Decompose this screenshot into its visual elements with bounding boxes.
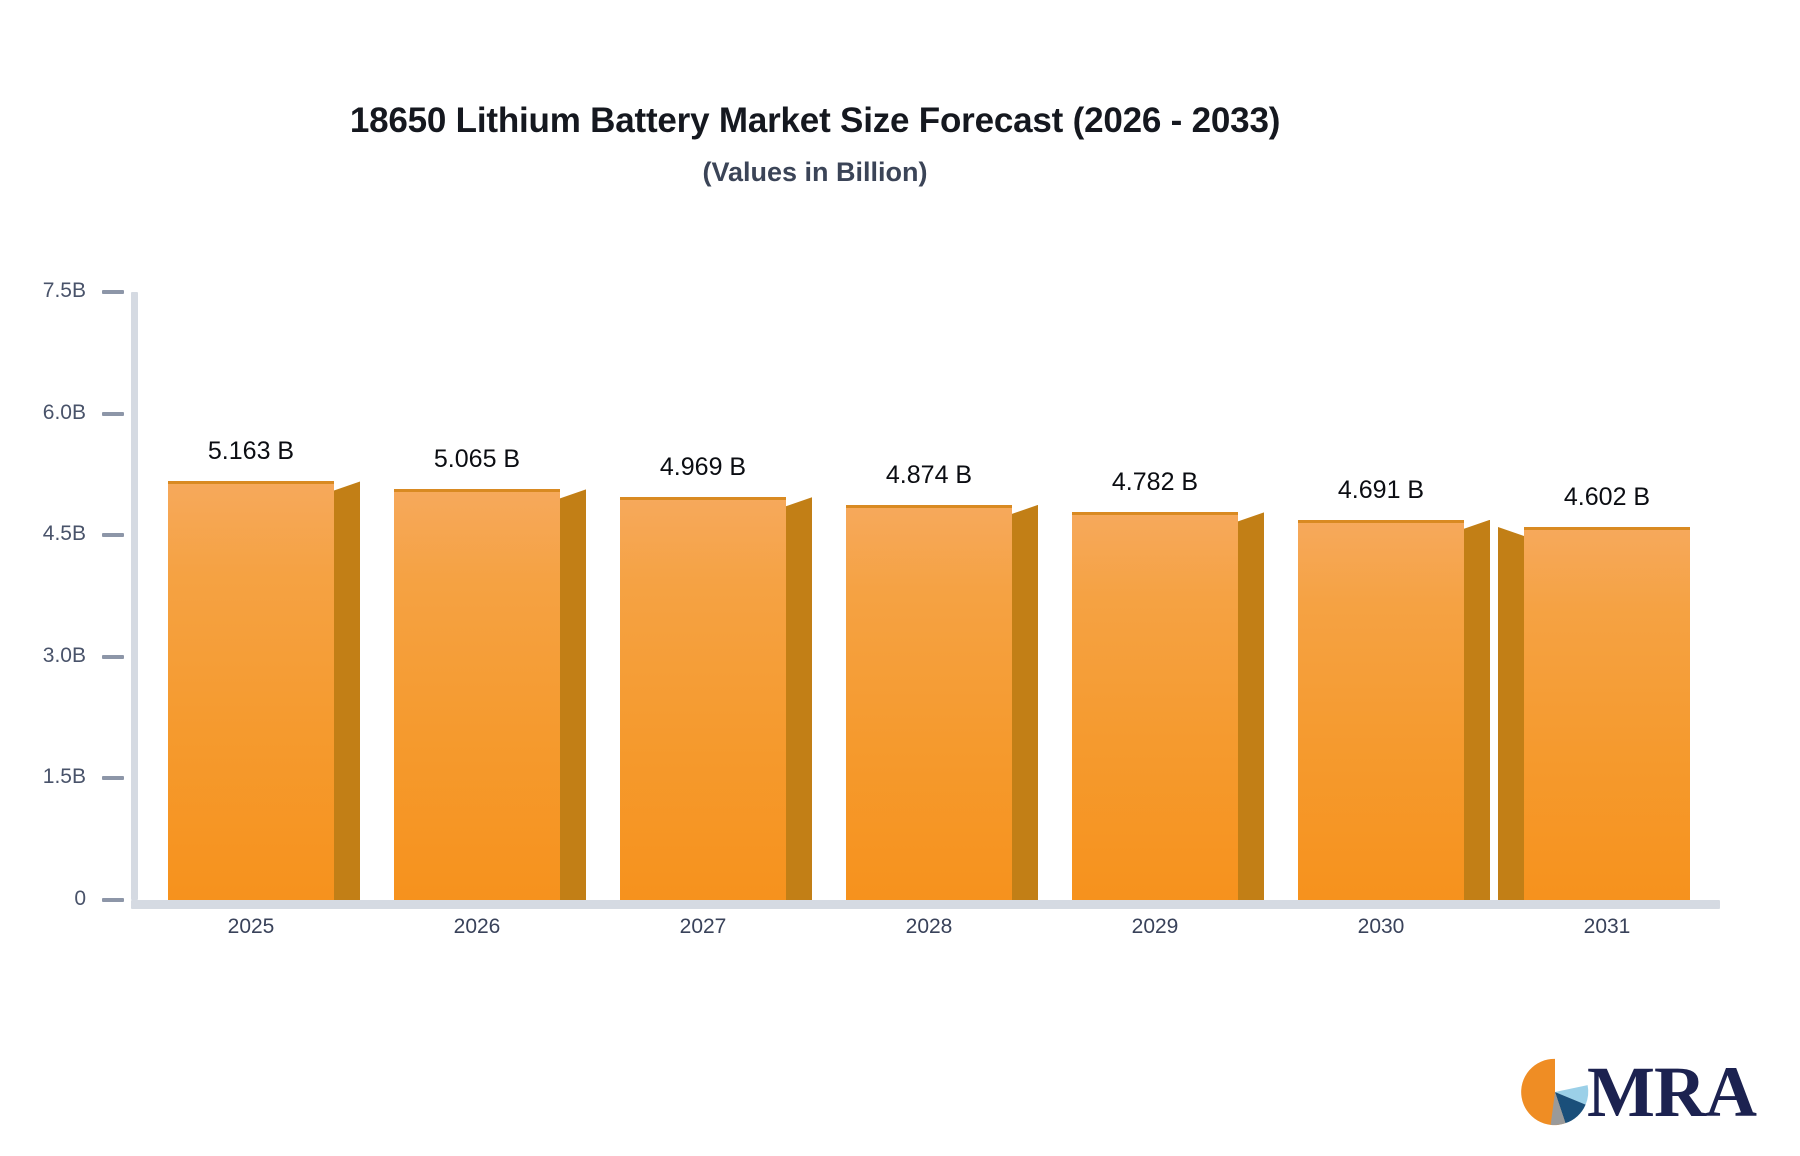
- bar-top-edge: [168, 481, 334, 485]
- y-axis-tick-mark: [102, 290, 124, 294]
- y-axis-tick-mark: [102, 411, 124, 416]
- bar-value-label: 4.691 B: [1337, 475, 1425, 504]
- bar-side-face: [1238, 512, 1264, 900]
- bar-column[interactable]: 5.163 B: [168, 270, 360, 900]
- y-axis-tick-label: 7.5B: [42, 279, 86, 302]
- y-axis-tick-label: 4.5B: [42, 522, 86, 546]
- bar-side-face: [334, 481, 360, 900]
- y-axis-tick-label: 6.0B: [42, 400, 86, 424]
- page-title: 18650 Lithium Battery Market Size Foreca…: [349, 101, 1281, 140]
- bar[interactable]: [846, 504, 1038, 900]
- bar-value-label: 4.602 B: [1563, 482, 1651, 511]
- bar-front-face: [394, 489, 560, 900]
- y-axis-tick-label: 3.0B: [42, 643, 86, 667]
- plot-area: 0 1.5B 3.0B 4.5B 6.0B 7.5B 5.163 B 5.065 B 4.96…: [0, 270, 1800, 910]
- bar-top-edge: [394, 489, 560, 493]
- x-axis-tick-label: 2030: [1357, 915, 1405, 938]
- bar[interactable]: [1498, 526, 1690, 900]
- bar-value-label: 4.969 B: [659, 453, 747, 482]
- bar-column[interactable]: 4.602 B: [1498, 270, 1690, 900]
- bar-top-edge: [1298, 519, 1464, 523]
- bar-front-face: [1298, 519, 1464, 900]
- bar-top-edge: [846, 504, 1012, 508]
- bar-value-label: 5.065 B: [433, 445, 521, 474]
- bar-front-face: [1072, 512, 1238, 900]
- bar-side-face: [560, 489, 586, 900]
- bar-column[interactable]: 5.065 B: [394, 270, 586, 900]
- logo-wordmark: MRA: [1587, 1052, 1757, 1132]
- bar-value-label: 5.163 B: [207, 437, 295, 466]
- bar-side-face: [786, 497, 812, 900]
- x-axis-tick-label: 2029: [1131, 915, 1179, 938]
- bar-top-edge: [620, 497, 786, 501]
- x-axis-tick-label: 2027: [679, 915, 727, 938]
- bar-side-face: [1498, 526, 1524, 900]
- bar-front-face: [168, 481, 334, 900]
- y-axis-tick-mark: [102, 776, 124, 781]
- bar-value-label: 4.874 B: [885, 460, 973, 489]
- bar-column[interactable]: 4.782 B: [1072, 270, 1264, 900]
- bar[interactable]: [168, 481, 360, 900]
- bar[interactable]: [1072, 512, 1264, 900]
- chart-subtitle: (Values in Billion): [702, 157, 928, 187]
- y-axis-tick-mark: [102, 533, 124, 538]
- bar[interactable]: [394, 489, 586, 900]
- bar-series: 5.163 B 5.065 B 4.969 B 4.874 B 4.782 B 4.691…: [138, 270, 1720, 900]
- bar-column[interactable]: 4.874 B: [846, 270, 1038, 900]
- bar[interactable]: [1298, 519, 1490, 900]
- y-axis-tick-mark: [102, 898, 124, 902]
- x-axis-tick-label: 2025: [227, 915, 275, 938]
- title-block: 18650 Lithium Battery Market Size Foreca…: [0, 100, 1630, 188]
- bar-front-face: [620, 497, 786, 900]
- bar-top-edge: [1072, 512, 1238, 516]
- y-axis-tick-mark: [102, 654, 124, 659]
- bar[interactable]: [620, 497, 812, 900]
- x-axis-labels: 2025 2026 2027 2028 2029 2030 2031: [138, 915, 1720, 955]
- x-axis-tick-label: 2031: [1583, 915, 1631, 938]
- y-axis-tick-label: 0: [74, 887, 86, 910]
- x-axis-tick-label: 2028: [905, 915, 953, 938]
- brand-logo: MRA: [1519, 1052, 1757, 1132]
- pie-chart-icon: [1521, 1058, 1589, 1126]
- bar-top-edge: [1524, 526, 1690, 530]
- bar-front-face: [846, 504, 1012, 900]
- y-axis-line: [131, 292, 138, 900]
- bar-front-face: [1524, 526, 1690, 900]
- bar-side-face: [1012, 504, 1038, 900]
- bar-value-label: 4.782 B: [1111, 468, 1199, 497]
- bar-column[interactable]: 4.691 B: [1298, 270, 1490, 900]
- bar-column[interactable]: 4.969 B: [620, 270, 812, 900]
- bar-side-face: [1464, 519, 1490, 900]
- x-axis-tick-label: 2026: [453, 915, 501, 938]
- y-axis-tick-label: 1.5B: [42, 765, 86, 789]
- x-axis-line: [131, 900, 1720, 909]
